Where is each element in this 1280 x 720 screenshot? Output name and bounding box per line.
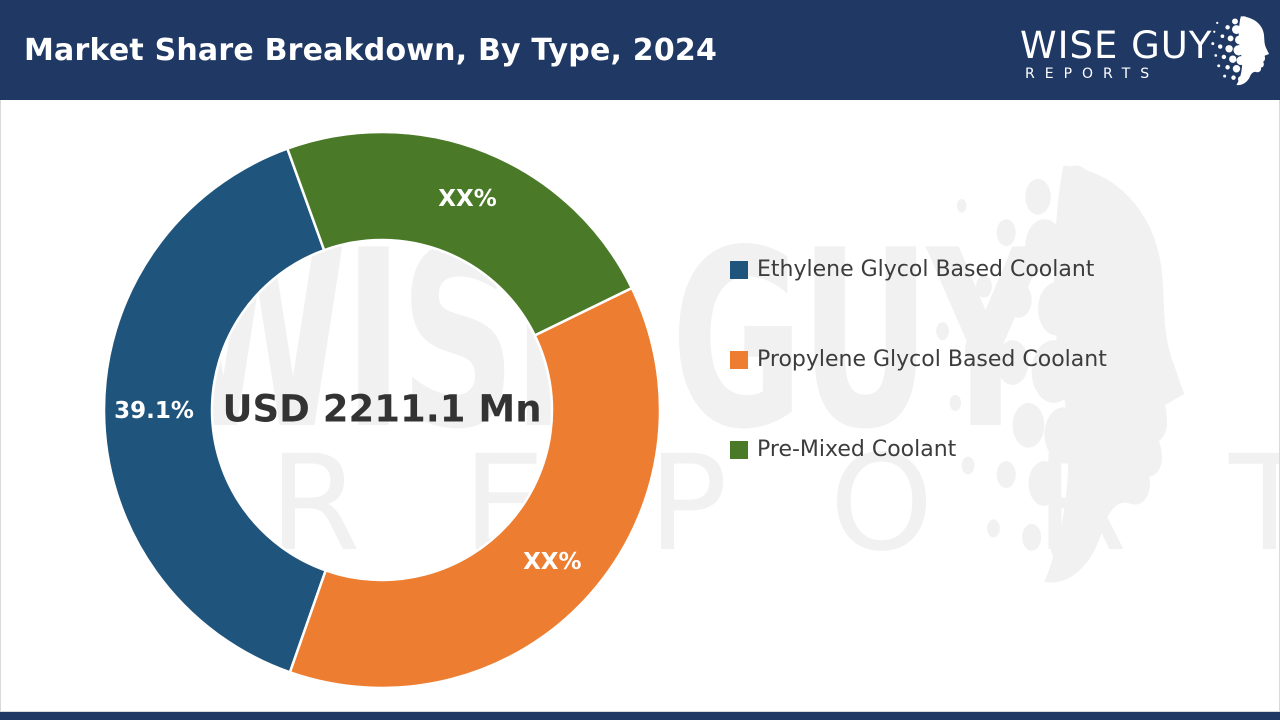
page-title: Market Share Breakdown, By Type, 2024	[24, 33, 718, 68]
logo-face-icon	[1198, 8, 1272, 94]
legend-label: Ethylene Glycol Based Coolant	[757, 257, 1095, 282]
donut-chart	[102, 130, 662, 690]
footer-bar	[0, 712, 1280, 720]
donut-slice-propylene-glycol-based-coolant	[288, 286, 662, 690]
legend-item: Pre-Mixed Coolant	[730, 437, 1107, 462]
logo-sub-text: REPORTS	[1025, 66, 1160, 82]
slice-label-XXpct: XX%	[438, 185, 497, 212]
logo-name-text: WISE GUY	[1020, 24, 1213, 67]
legend-swatch	[730, 260, 748, 279]
legend-swatch	[730, 350, 748, 369]
legend-label: Propylene Glycol Based Coolant	[757, 347, 1107, 372]
legend-item: Propylene Glycol Based Coolant	[730, 347, 1107, 372]
slice-label-XXpct: XX%	[523, 548, 582, 575]
donut-slice-pre-mixed-coolant	[285, 130, 634, 338]
legend-label: Pre-Mixed Coolant	[757, 437, 957, 462]
donut-slice-ethylene-glycol-based-coolant	[102, 146, 328, 674]
chart-area: WISE GUY R E P O R T S 39.1%XX%XX% USD 2…	[0, 100, 1280, 712]
slice-label-39-1pct: 39.1%	[114, 398, 194, 425]
wise-guy-logo: WISE GUY REPORTS	[1020, 6, 1268, 94]
legend: Ethylene Glycol Based Coolant Propylene G…	[730, 257, 1107, 462]
legend-item: Ethylene Glycol Based Coolant	[730, 257, 1107, 282]
legend-swatch	[730, 440, 748, 459]
header-bar: Market Share Breakdown, By Type, 2024 WI…	[0, 0, 1280, 100]
donut-center-value: USD 2211.1 Mn	[222, 387, 542, 431]
